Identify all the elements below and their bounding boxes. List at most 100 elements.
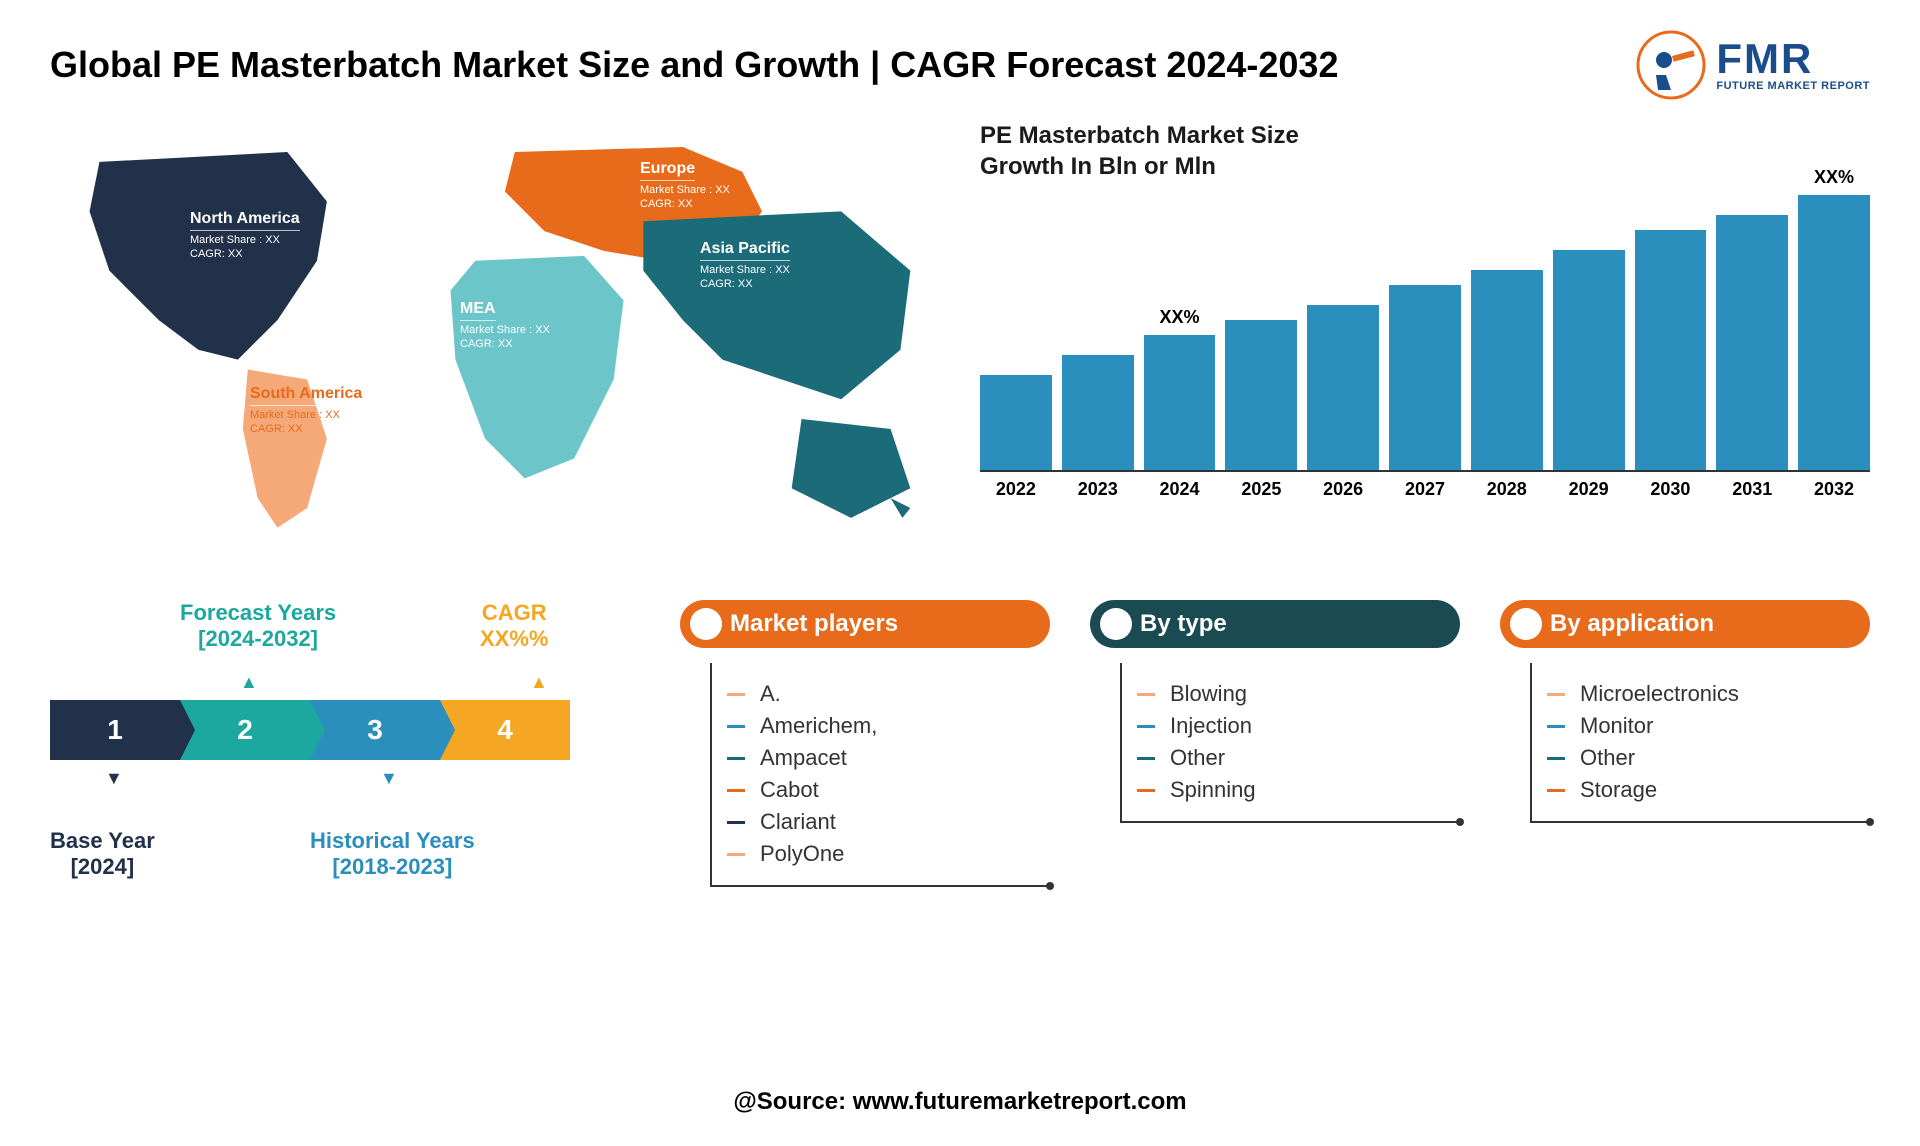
base-text: Base Year (50, 828, 155, 854)
region-name: South America (250, 385, 362, 406)
logo-subtext: FUTURE MARKET REPORT (1716, 80, 1870, 92)
bar-chart: PE Masterbatch Market Size Growth In Bln… (980, 120, 1870, 540)
panel-item-label: Storage (1580, 777, 1657, 803)
bar-annotation: XX% (1814, 167, 1854, 188)
bar-year-label: 2030 (1650, 479, 1690, 500)
bar-rect (1716, 215, 1788, 470)
tick-icon (1547, 757, 1565, 760)
panel-item-label: Cabot (760, 777, 819, 803)
bar-year-label: 2023 (1078, 479, 1118, 500)
bar: 2026 (1307, 305, 1379, 470)
panel-item-label: PolyOne (760, 841, 844, 867)
tick-icon (727, 821, 745, 824)
page-title: Global PE Masterbatch Market Size and Gr… (50, 44, 1338, 86)
panel-body: Blowing Injection Other Spinning (1120, 663, 1460, 823)
timeline-segment: 3 (310, 700, 440, 760)
bar: 2031 (1716, 215, 1788, 470)
source-footer: @Source: www.futuremarketreport.com (733, 1088, 1186, 1116)
historical-text: Historical Years (310, 828, 475, 854)
region-share: Market Share : XX (460, 323, 550, 337)
bar: XX% 2032 (1798, 195, 1870, 470)
logo: FMR FUTURE MARKET REPORT (1636, 30, 1870, 100)
bar-rect (980, 375, 1052, 470)
panel-item: Injection (1122, 710, 1460, 742)
panel-item-label: Blowing (1170, 681, 1247, 707)
timeline-segment: 4 (440, 700, 570, 760)
category-panel: By type Blowing Injection Other Spinning (1090, 600, 1460, 887)
region-share: Market Share : XX (700, 263, 790, 277)
forecast-range: [2024-2032] (180, 626, 336, 652)
panel-item: Storage (1532, 774, 1870, 806)
region-label: South America Market Share : XX CAGR: XX (250, 385, 362, 437)
category-panel: By application Microelectronics Monitor … (1500, 600, 1870, 887)
region-label: North America Market Share : XX CAGR: XX (190, 210, 300, 262)
panel-item: Cabot (712, 774, 1050, 806)
region-label: Asia Pacific Market Share : XX CAGR: XX (700, 240, 790, 292)
panel-item-label: A. (760, 681, 781, 707)
bar-year-label: 2027 (1405, 479, 1445, 500)
tick-icon (727, 757, 745, 760)
timeline-segment: 2 (180, 700, 310, 760)
region-share: Market Share : XX (250, 408, 362, 422)
bar-year-label: 2026 (1323, 479, 1363, 500)
cagr-value: XX%% (480, 626, 548, 652)
panel-item: Ampacet (712, 742, 1050, 774)
panel-body: A. Americhem, Ampacet Cabot Clariant Pol… (710, 663, 1050, 887)
panel-item: PolyOne (712, 838, 1050, 870)
tick-icon (727, 693, 745, 696)
panel-item-label: Other (1170, 745, 1225, 771)
bar: 2027 (1389, 285, 1461, 470)
bar-year-label: 2024 (1160, 479, 1200, 500)
region-cagr: CAGR: XX (460, 337, 550, 351)
region-name: North America (190, 210, 300, 231)
tick-icon (1547, 789, 1565, 792)
panel-item-label: Other (1580, 745, 1635, 771)
bar-rect (1471, 270, 1543, 470)
historical-label: Historical Years [2018-2023] (310, 828, 475, 880)
tick-icon (1137, 725, 1155, 728)
panel-item: Americhem, (712, 710, 1050, 742)
panel-item: Blowing (1122, 678, 1460, 710)
bar-year-label: 2031 (1732, 479, 1772, 500)
panel-item: Other (1532, 742, 1870, 774)
bar-year-label: 2032 (1814, 479, 1854, 500)
category-panel: Market players A. Americhem, Ampacet Cab… (680, 600, 1050, 887)
bar: 2028 (1471, 270, 1543, 470)
arrow-down-icon: ▼ (380, 768, 398, 789)
timeline: Forecast Years [2024-2032] CAGR XX%% ▲ ▲… (50, 600, 650, 880)
region-name: Europe (640, 160, 695, 181)
panel-item-label: Spinning (1170, 777, 1256, 803)
bottom-area: Forecast Years [2024-2032] CAGR XX%% ▲ ▲… (50, 600, 1870, 887)
region-cagr: CAGR: XX (700, 277, 790, 291)
bar-rect (1144, 335, 1216, 470)
tick-icon (1137, 693, 1155, 696)
region-name: Asia Pacific (700, 240, 790, 261)
forecast-label: Forecast Years [2024-2032] (180, 600, 336, 652)
region-label: MEA Market Share : XX CAGR: XX (460, 300, 550, 352)
bar: 2025 (1225, 320, 1297, 470)
timeline-bar: 1234 (50, 700, 570, 760)
region-share: Market Share : XX (190, 233, 300, 247)
logo-text: FMR (1716, 38, 1870, 80)
region-share: Market Share : XX (640, 183, 730, 197)
panel-header: By application (1500, 600, 1870, 648)
header: Global PE Masterbatch Market Size and Gr… (50, 30, 1870, 100)
panel-item: Spinning (1122, 774, 1460, 806)
bar: 2029 (1553, 250, 1625, 470)
bar-rect (1553, 250, 1625, 470)
chart-title: PE Masterbatch Market Size Growth In Bln… (980, 120, 1300, 182)
logo-icon (1636, 30, 1706, 100)
panel-item: Other (1122, 742, 1460, 774)
panel-item-label: Monitor (1580, 713, 1653, 739)
tick-icon (1547, 725, 1565, 728)
bar-rect (1062, 355, 1134, 470)
bar-year-label: 2028 (1487, 479, 1527, 500)
panel-item-label: Ampacet (760, 745, 847, 771)
panel-item: Microelectronics (1532, 678, 1870, 710)
panel-item-label: Clariant (760, 809, 836, 835)
timeline-segment: 1 (50, 700, 180, 760)
bar-rect (1389, 285, 1461, 470)
bar-year-label: 2029 (1569, 479, 1609, 500)
tick-icon (727, 725, 745, 728)
tick-icon (1137, 789, 1155, 792)
